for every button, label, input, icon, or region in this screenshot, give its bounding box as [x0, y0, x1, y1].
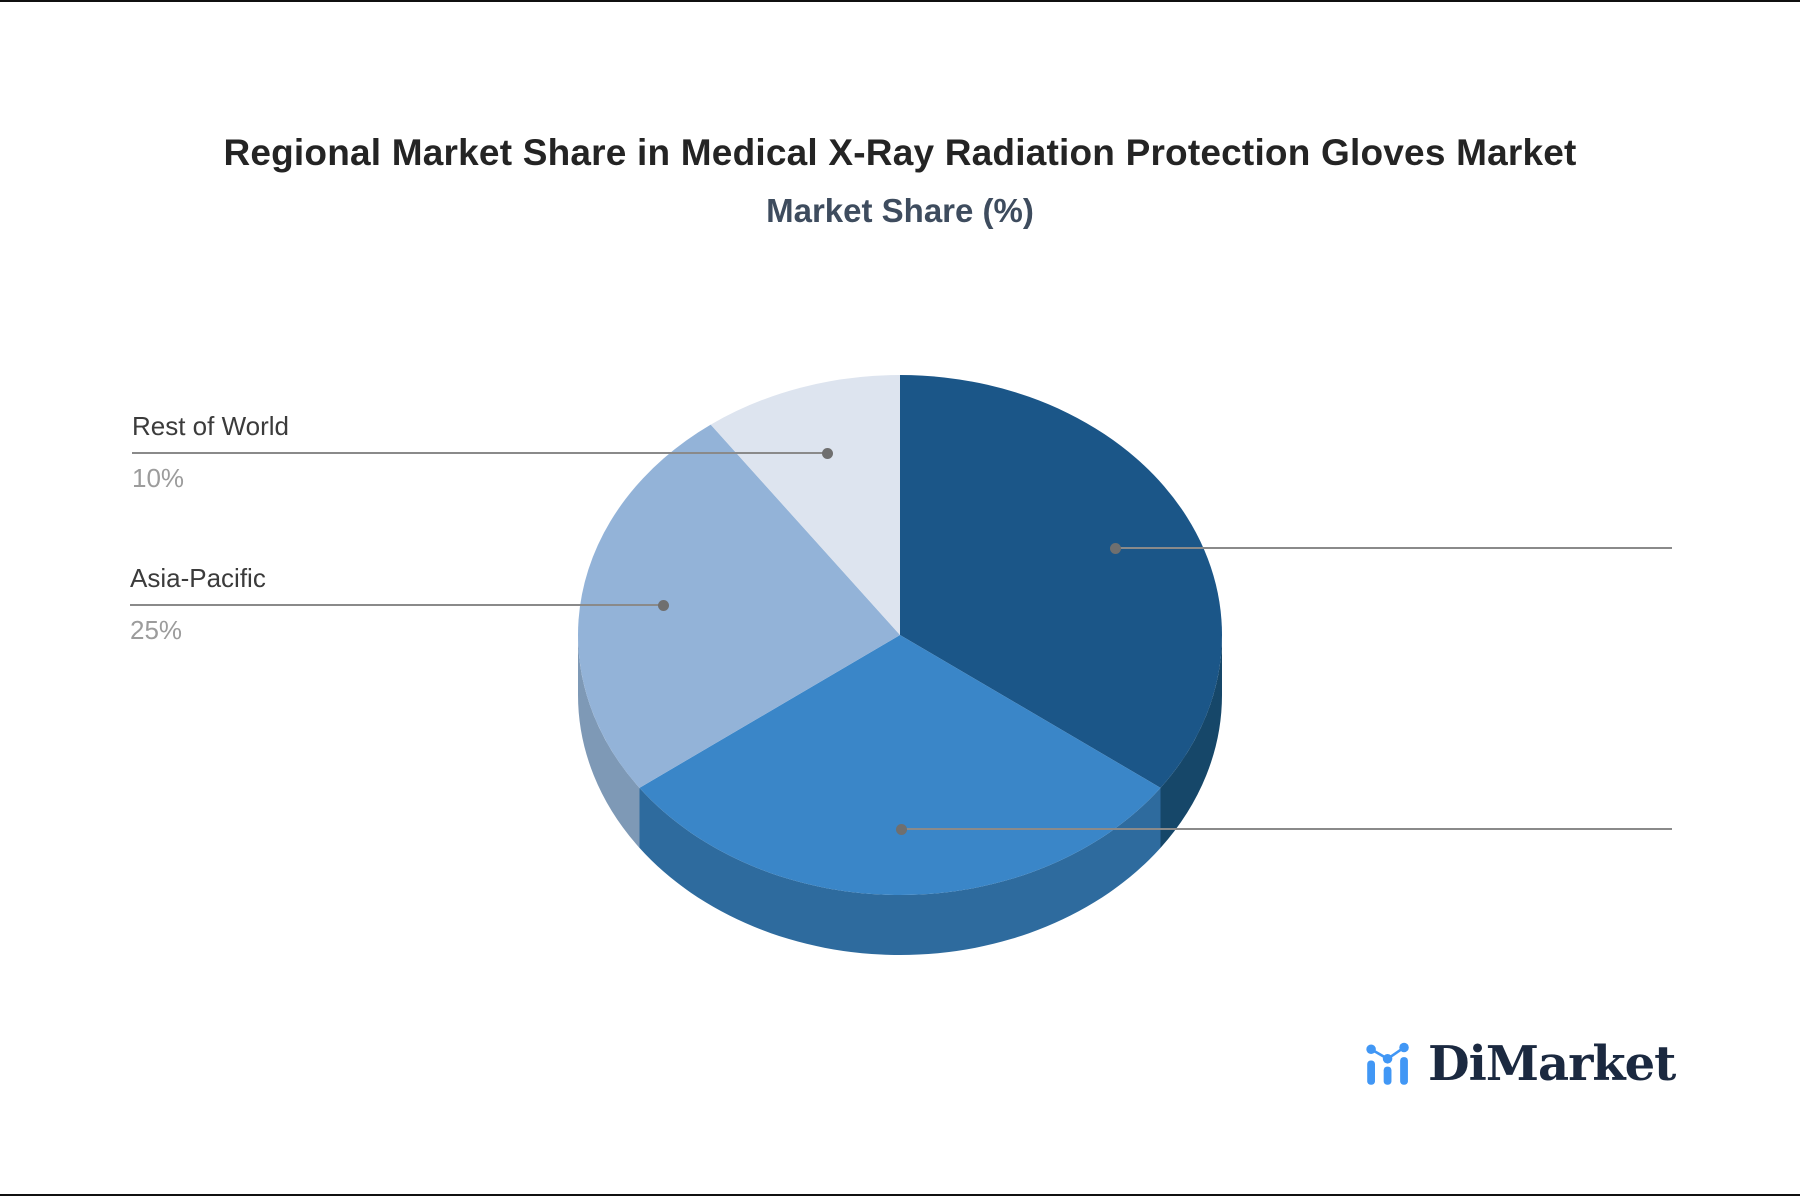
bar-line-chart-icon — [1366, 1042, 1409, 1085]
leader-line — [132, 452, 828, 454]
slice-value: 10% — [132, 463, 185, 493]
pie-slice-depth-north-america — [1160, 635, 1222, 848]
leader-dot — [896, 824, 907, 835]
pie-slice-rest-of-world — [710, 375, 900, 635]
slice-label: Rest of World — [132, 411, 290, 441]
pie-slice-north-america — [900, 375, 1222, 788]
leader-dot — [658, 600, 669, 611]
brand-logo: DiMarket — [1362, 1036, 1676, 1092]
leader-line — [130, 604, 664, 606]
pie-slice-europe — [639, 635, 1161, 896]
page-title: Regional Market Share in Medical X-Ray R… — [223, 132, 1577, 173]
leader-dot — [1110, 543, 1121, 554]
pie-slice-depth-asia-pacific — [578, 635, 640, 848]
chart-subtitle: Market Share (%) — [766, 192, 1034, 229]
leader-line — [901, 828, 1672, 830]
leader-line — [1115, 547, 1672, 549]
slice-value: 25% — [130, 615, 183, 645]
leader-dot — [822, 448, 833, 459]
slice-label: Asia-Pacific — [130, 563, 266, 593]
pie-slice-depth-europe — [639, 787, 1161, 956]
brand-name: DiMarket — [1428, 1036, 1676, 1092]
pie-slice-asia-pacific — [578, 424, 900, 788]
